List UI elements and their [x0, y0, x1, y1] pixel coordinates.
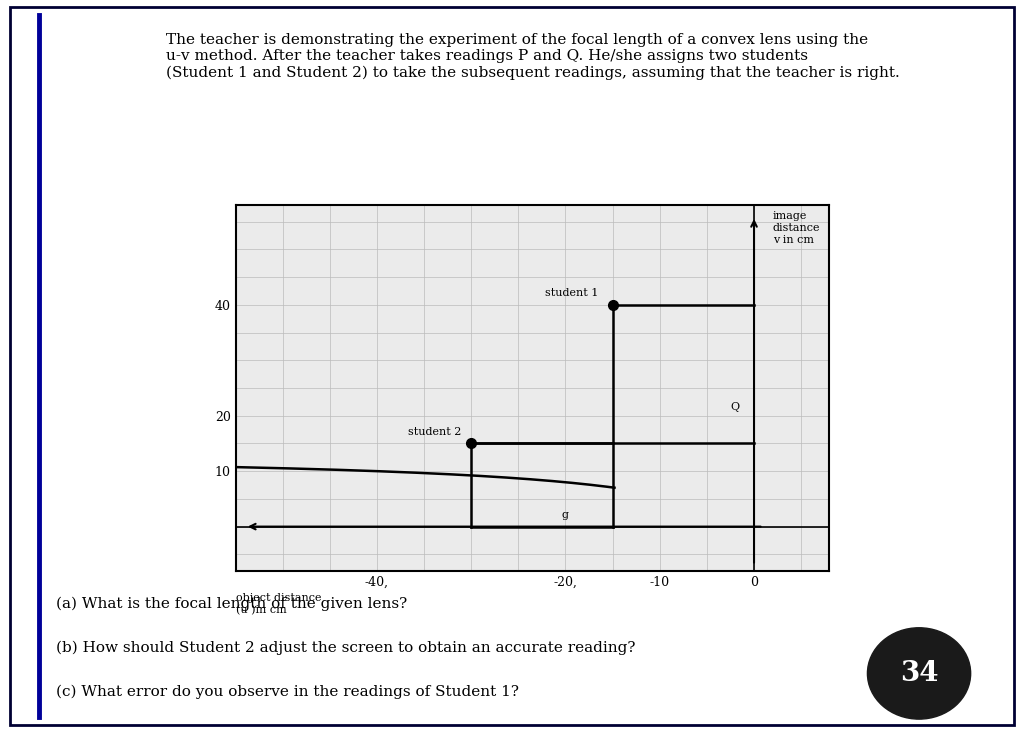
Text: 34: 34: [900, 660, 938, 687]
Text: (c) What error do you observe in the readings of Student 1?: (c) What error do you observe in the rea…: [56, 684, 519, 699]
Text: student 1: student 1: [545, 288, 598, 299]
Text: object distance
(u )in cm: object distance (u )in cm: [236, 593, 321, 615]
Text: g: g: [562, 510, 569, 520]
Text: (a) What is the focal length of the given lens?: (a) What is the focal length of the give…: [56, 597, 408, 611]
Circle shape: [867, 628, 971, 719]
Text: (b) How should Student 2 adjust the screen to obtain an accurate reading?: (b) How should Student 2 adjust the scre…: [56, 640, 636, 655]
Text: The teacher is demonstrating the experiment of the focal length of a convex lens: The teacher is demonstrating the experim…: [166, 33, 899, 80]
Text: student 2: student 2: [409, 427, 462, 437]
Text: Q: Q: [731, 402, 740, 412]
Text: image
distance
v in cm: image distance v in cm: [773, 211, 820, 245]
